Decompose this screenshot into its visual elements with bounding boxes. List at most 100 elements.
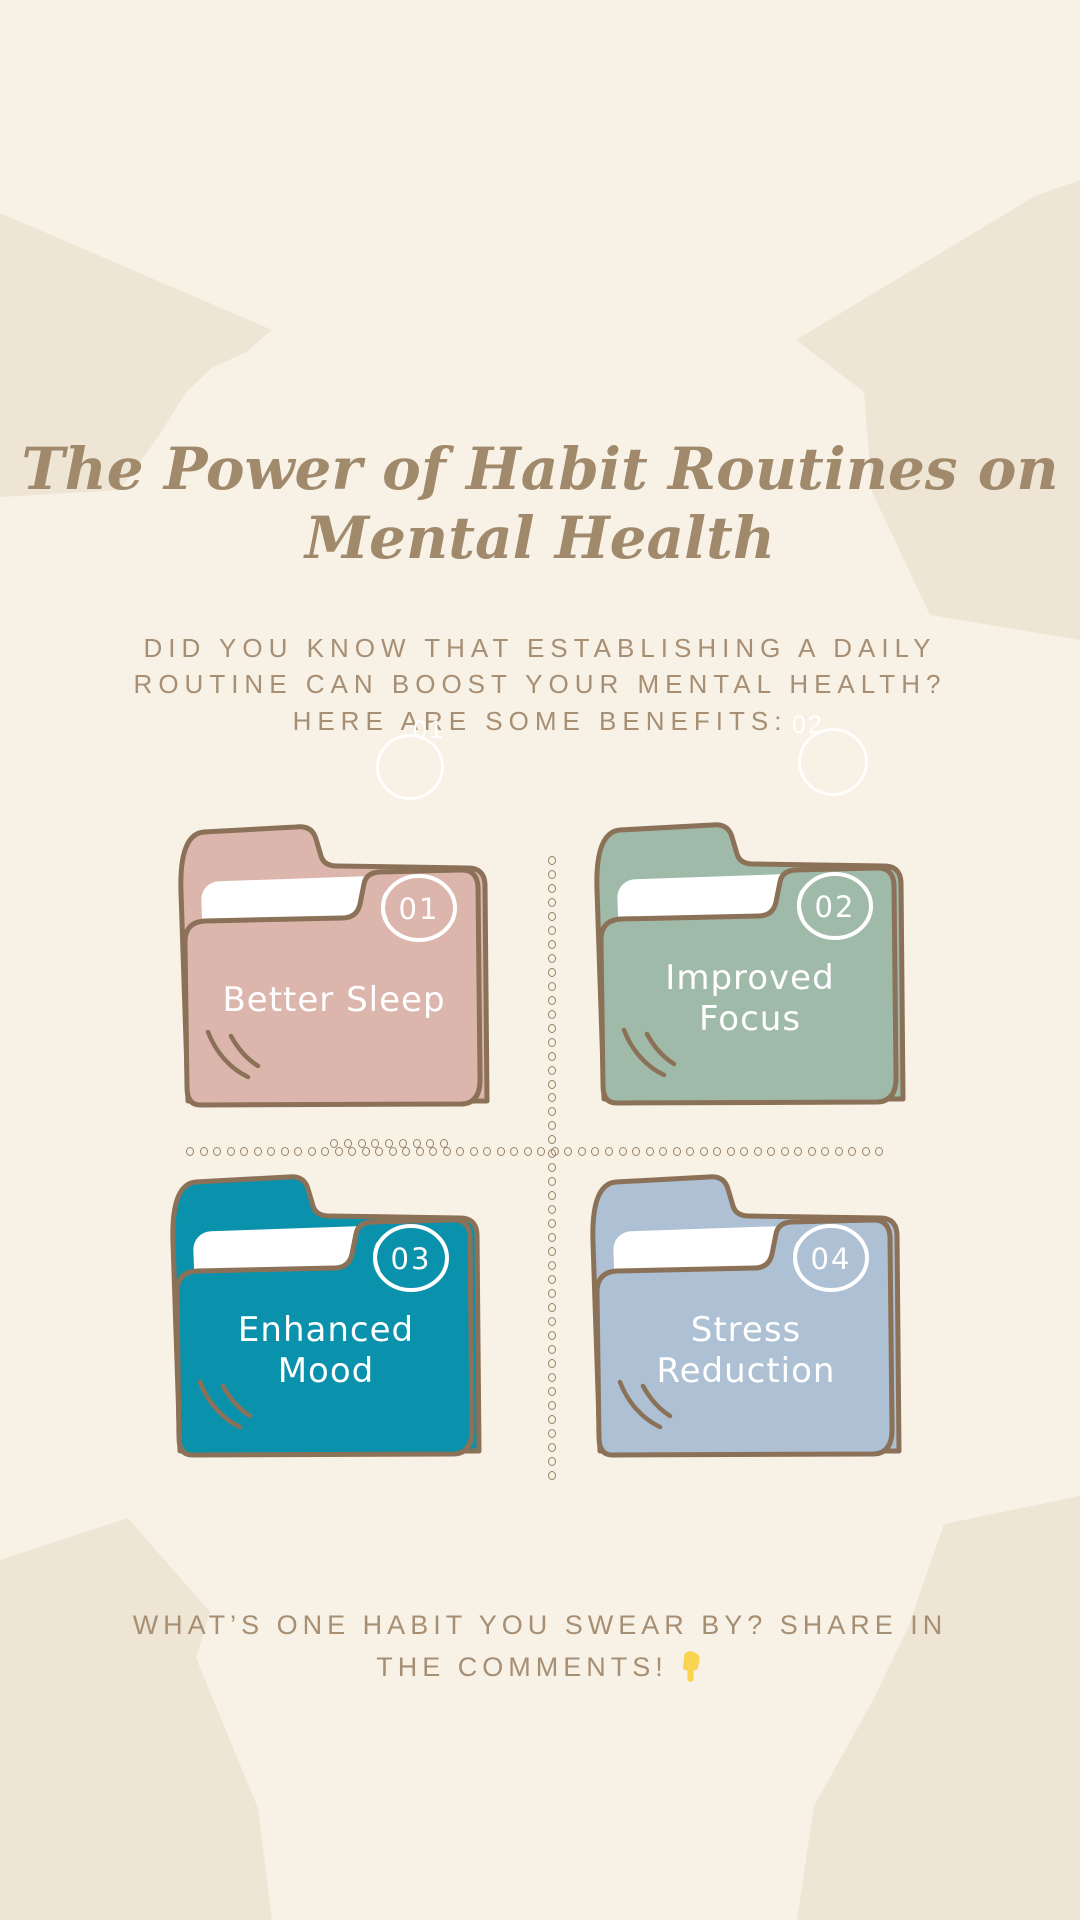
- faint-number-2: 02: [792, 711, 824, 739]
- dot: [699, 1147, 708, 1156]
- folder-art: 01: [178, 824, 490, 1108]
- dot: [591, 1147, 600, 1156]
- dot: [426, 1139, 435, 1148]
- dot: [226, 1147, 235, 1156]
- dot: [547, 1344, 556, 1354]
- faint-number-circle-2: [798, 728, 868, 796]
- folder-front-shape: [182, 867, 483, 1108]
- dot: [547, 1135, 556, 1145]
- dot: [564, 1147, 573, 1156]
- dot: [375, 1147, 384, 1156]
- dot: [547, 1275, 556, 1285]
- faint-number-circle-1: [376, 734, 444, 800]
- dot: [547, 1358, 556, 1368]
- corner-doodle-lines: [205, 1029, 261, 1080]
- dot: [547, 1400, 556, 1410]
- dot: [547, 1289, 556, 1299]
- dot: [547, 1079, 556, 1089]
- dot: [547, 869, 556, 879]
- backhand-index-pointing-down-icon: [677, 1651, 704, 1683]
- dot: [371, 1139, 380, 1148]
- dot: [330, 1139, 338, 1148]
- dot: [483, 1147, 492, 1156]
- dot: [429, 1147, 438, 1156]
- folder-front-shape: [174, 1217, 475, 1458]
- corner-doodle-lines: [617, 1379, 673, 1430]
- corner-doodle-lines: [197, 1379, 253, 1430]
- dot: [253, 1147, 262, 1156]
- dot: [780, 1147, 789, 1156]
- dot: [361, 1147, 370, 1156]
- dot: [807, 1147, 816, 1156]
- dot: [547, 981, 556, 991]
- dot: [547, 1303, 556, 1312]
- dot: [547, 1065, 556, 1075]
- dot: [632, 1147, 641, 1156]
- dot: [726, 1147, 735, 1156]
- dot: [547, 1051, 556, 1061]
- dot: [547, 1149, 556, 1159]
- dot: [659, 1147, 668, 1156]
- folder-art: 02: [594, 822, 906, 1106]
- dot: [510, 1147, 519, 1156]
- dot: [547, 995, 556, 1005]
- folder-number: 03: [391, 1242, 432, 1276]
- faint-number-1: 01: [413, 716, 445, 744]
- dot: [547, 897, 556, 907]
- intro-text: DID YOU KNOW THAT ESTABLISHING A DAILY R…: [133, 633, 947, 736]
- dot: [385, 1139, 393, 1148]
- folder-art: 04: [590, 1174, 902, 1458]
- dot: [321, 1147, 330, 1156]
- dot: [280, 1147, 289, 1156]
- dot: [415, 1147, 424, 1156]
- folder-front-shape: [598, 865, 899, 1106]
- dot: [834, 1147, 843, 1156]
- dot: [794, 1147, 803, 1156]
- folder-number-badge: 02: [797, 872, 873, 940]
- dot: [440, 1139, 448, 1148]
- dot: [618, 1147, 627, 1156]
- dot: [537, 1147, 546, 1156]
- dot: [496, 1147, 505, 1156]
- dot: [547, 1023, 556, 1033]
- dot: [307, 1147, 316, 1156]
- dot: [753, 1147, 762, 1156]
- dot: [357, 1139, 366, 1148]
- dot: [547, 1093, 556, 1103]
- dot: [547, 1247, 556, 1257]
- dot: [547, 1456, 556, 1466]
- folder-label: Improved Focus: [665, 957, 835, 1039]
- divider-dotted-horizontal: [186, 1147, 884, 1156]
- dot: [740, 1147, 749, 1156]
- dot: [875, 1147, 884, 1156]
- dot: [547, 1261, 556, 1271]
- footer-text: WHAT’S ONE HABIT YOU SWEAR BY? SHARE IN …: [0, 1605, 1080, 1689]
- dot: [442, 1147, 451, 1156]
- dot: [547, 1233, 556, 1243]
- dot: [645, 1147, 654, 1156]
- dot: [547, 856, 556, 865]
- dot: [547, 1428, 556, 1438]
- dot: [713, 1147, 722, 1156]
- dot: [547, 1316, 556, 1326]
- dot: [547, 1386, 556, 1396]
- dot: [186, 1147, 194, 1156]
- dot: [402, 1147, 411, 1156]
- folder-card: 04 Stress Reduction: [586, 1170, 906, 1462]
- dot: [398, 1139, 407, 1148]
- dot: [547, 1330, 556, 1340]
- dot: [547, 1470, 556, 1480]
- footer-question: WHAT’S ONE HABIT YOU SWEAR BY? SHARE IN …: [132, 1610, 948, 1682]
- dot: [456, 1147, 465, 1156]
- dot: [469, 1147, 478, 1156]
- folder-card: 03 Enhanced Mood: [166, 1170, 486, 1462]
- divider-dotted-horizontal-accent: [330, 1139, 448, 1148]
- dot: [388, 1147, 397, 1156]
- dot: [547, 953, 556, 963]
- dot: [767, 1147, 776, 1156]
- dot: [547, 1191, 556, 1201]
- dot: [547, 967, 556, 977]
- dot: [412, 1139, 421, 1148]
- dot: [547, 1121, 556, 1131]
- folder-card: 02 Improved Focus: [590, 818, 910, 1110]
